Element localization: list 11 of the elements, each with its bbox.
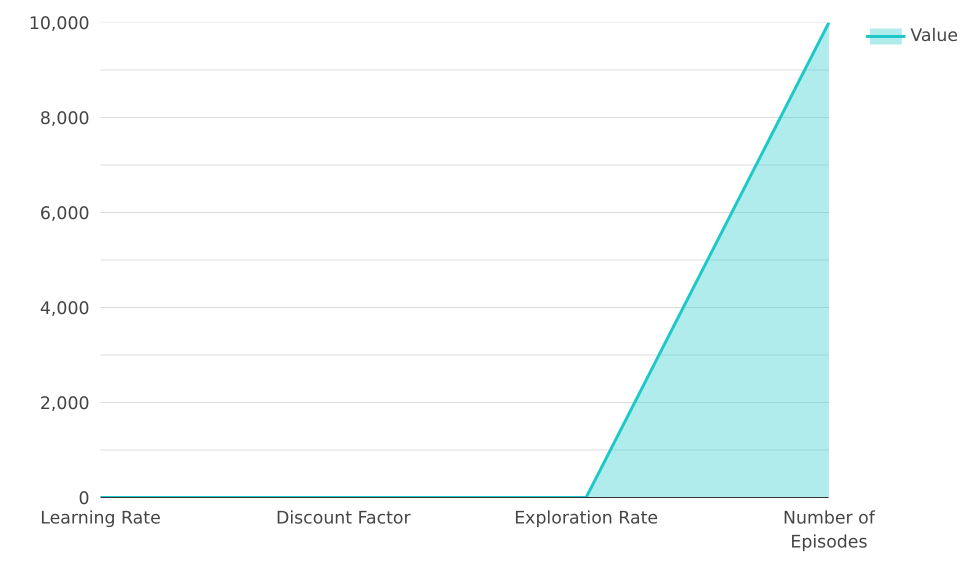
- y-tick-label: 10,000: [28, 14, 90, 34]
- legend-label: Value: [910, 26, 958, 46]
- y-tick-label: 4,000: [40, 299, 90, 319]
- x-tick-label: Discount Factor: [276, 508, 412, 528]
- y-tick-label: 6,000: [40, 204, 90, 224]
- y-tick-label: 2,000: [40, 394, 90, 414]
- y-tick-label: 0: [78, 489, 90, 509]
- x-tick-label: Number of Episodes: [783, 508, 876, 552]
- x-tick-label: Learning Rate: [40, 508, 161, 528]
- y-tick-label: 8,000: [40, 109, 90, 129]
- x-tick-label: Exploration Rate: [514, 508, 658, 528]
